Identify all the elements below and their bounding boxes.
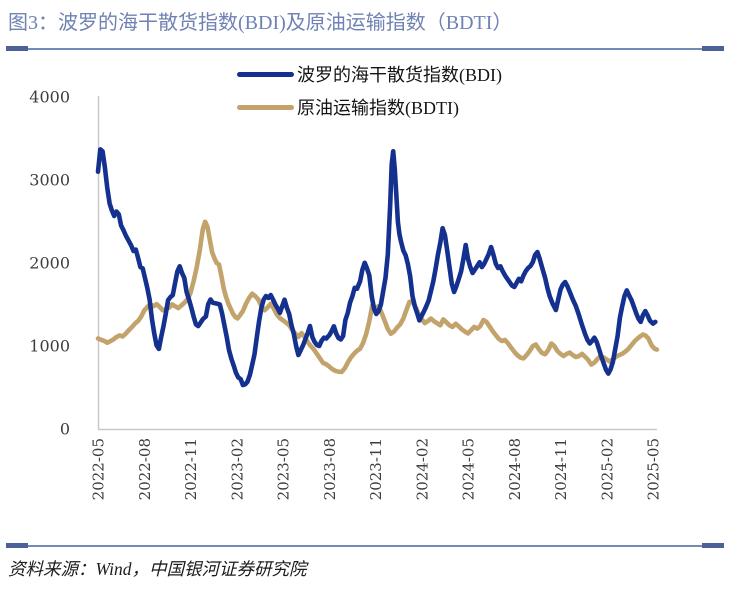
legend-item-bdi: 波罗的海干散货指数(BDI) (237, 61, 502, 87)
y-tick-label: 3000 (29, 171, 70, 190)
source-rule-left-cap (6, 543, 28, 548)
x-axis-tick-labels: 2022-05 2022-08 2022-11 2023-02 2023-05 2023-… (90, 438, 663, 500)
legend-label-bdi: 波罗的海干散货指数(BDI) (297, 65, 502, 85)
title-rule-right-cap (702, 46, 724, 51)
x-tick-label: 2024-08 (506, 438, 524, 500)
x-tick-label: 2022-08 (136, 438, 154, 500)
chart-legend: 波罗的海干散货指数(BDI) 原油运输指数(BDTI) (237, 61, 502, 120)
bdi-line-swatch-icon (237, 71, 294, 77)
source-rule-right-cap (702, 543, 724, 548)
bdi-line (95, 147, 658, 388)
source-rule (6, 543, 724, 548)
title-rule (6, 46, 724, 51)
source-text: 资料来源：Wind，中国银河证券研究院 (8, 559, 307, 579)
x-tick-label: 2025-05 (645, 438, 663, 500)
title-rule-left-cap (6, 46, 28, 51)
x-tick-label: 2023-11 (367, 438, 385, 500)
y-tick-label: 0 (60, 420, 70, 439)
title-rule-line (6, 47, 724, 50)
y-tick-label: 2000 (29, 254, 70, 273)
x-tick-label: 2024-05 (460, 438, 478, 500)
figure-title: 图3：波罗的海干散货指数(BDI)及原油运输指数（BDTI） (8, 12, 513, 34)
x-tick-label: 2025-02 (598, 438, 616, 500)
x-tick-label: 2022-05 (90, 438, 108, 500)
source-rule-line (6, 544, 724, 547)
y-axis-tick-labels: 0 1000 2000 3000 4000 (29, 88, 70, 439)
x-tick-label: 2024-02 (413, 438, 431, 500)
series-lines (95, 147, 660, 388)
legend-label-bdti: 原油运输指数(BDTI) (297, 98, 459, 118)
y-tick-label: 1000 (29, 337, 70, 356)
x-tick-label: 2024-11 (552, 438, 570, 500)
y-tick-label: 4000 (29, 88, 70, 107)
x-tick-label: 2023-02 (228, 438, 246, 500)
legend-item-bdti: 原油运输指数(BDTI) (237, 94, 502, 120)
bdti-line-swatch-icon (237, 104, 294, 110)
x-tick-label: 2022-11 (182, 438, 200, 500)
x-tick-label: 2023-05 (275, 438, 293, 500)
x-tick-label: 2023-08 (321, 438, 339, 500)
